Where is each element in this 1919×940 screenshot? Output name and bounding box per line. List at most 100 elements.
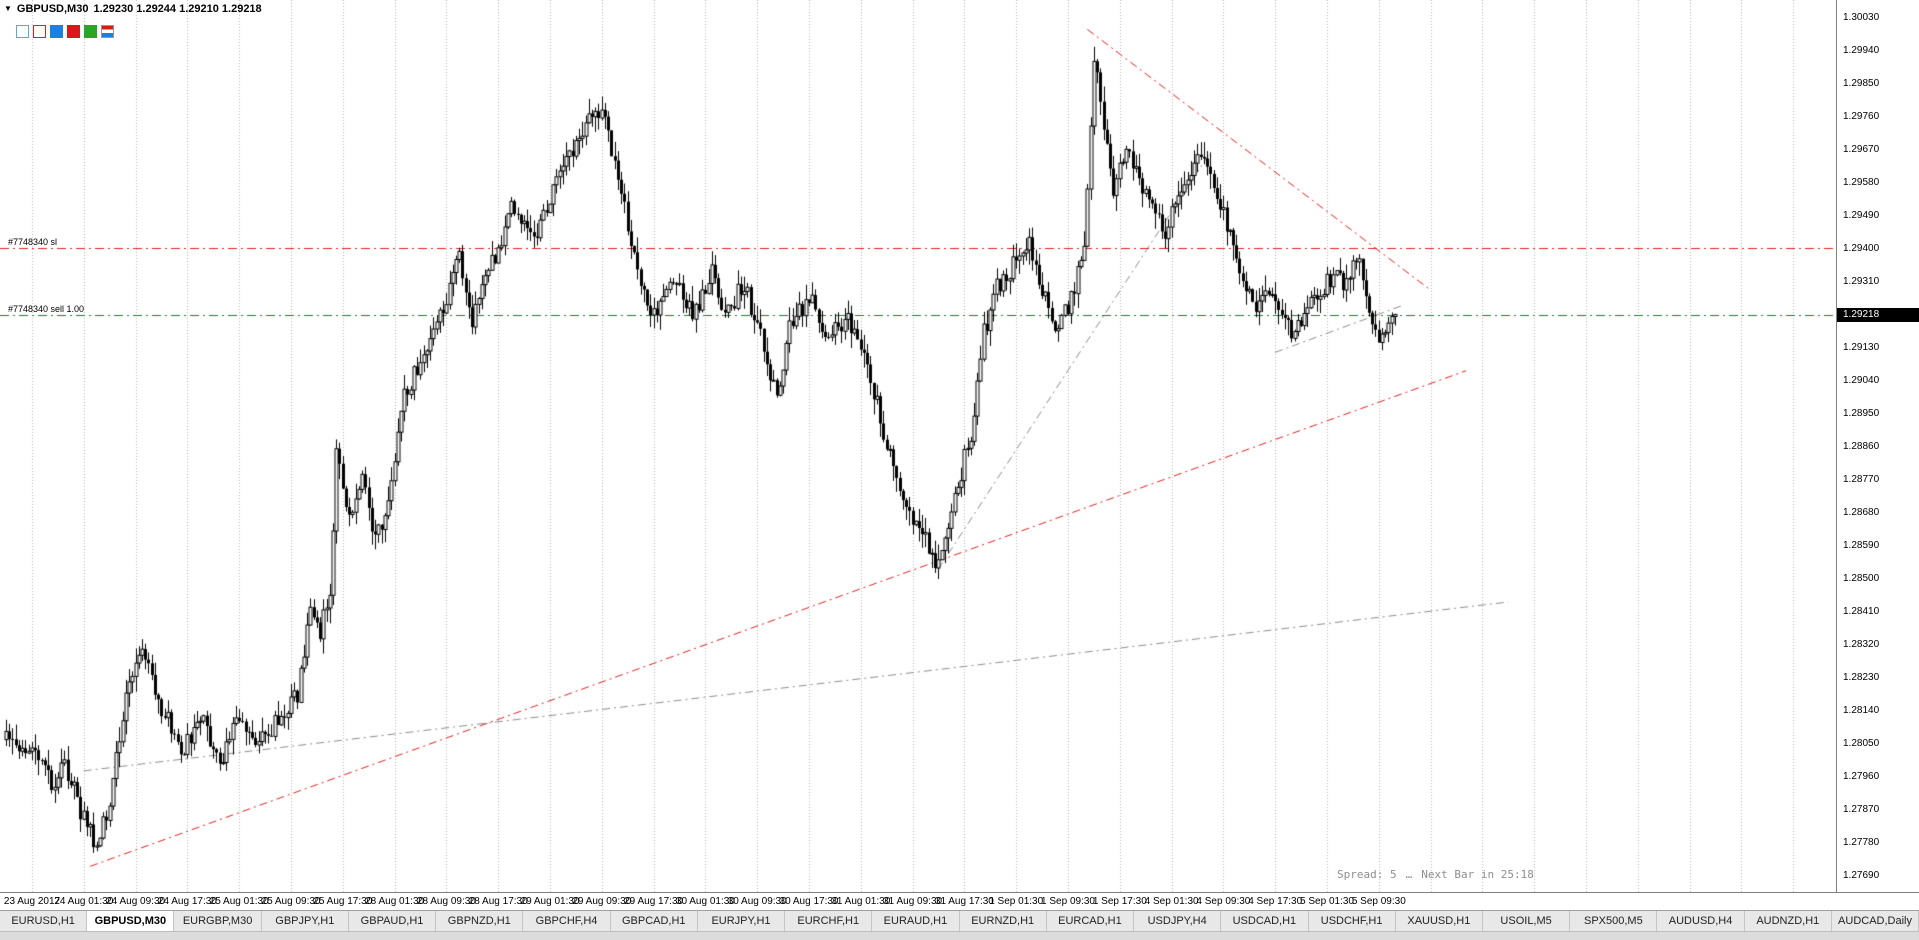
time-axis-label: 28 Aug 01:30 <box>365 896 425 907</box>
price-axis-label: 1.29940 <box>1843 44 1880 56</box>
symbol-tab-usdjpy-h4[interactable]: USDJPY,H4 <box>1134 911 1222 931</box>
price-axis-label: 1.29310 <box>1843 275 1880 287</box>
price-axis-label: 1.29760 <box>1843 110 1880 122</box>
time-axis-label: 25 Aug 17:30 <box>313 896 373 907</box>
order-line-label[interactable]: #7748340 sell 1.00 <box>8 303 85 314</box>
chart-symbol-period: GBPUSD,M30 <box>16 3 89 15</box>
symbol-tab-eurgbp-m30[interactable]: EURGBP,M30 <box>174 911 262 931</box>
time-axis-label: 31 Aug 09:30 <box>883 896 943 907</box>
price-axis-label: 1.29040 <box>1843 374 1880 386</box>
price-axis-label: 1.28770 <box>1843 474 1880 486</box>
time-axis-label: 31 Aug 17:30 <box>934 896 994 907</box>
price-axis-label: 1.27870 <box>1843 804 1880 816</box>
symbol-tab-usdcad-h1[interactable]: USDCAD,H1 <box>1221 911 1309 931</box>
time-axis-label: 5 Sep 09:30 <box>1351 896 1406 907</box>
next-bar-countdown: Next Bar in 25:18 <box>1421 868 1534 881</box>
symbol-tab-gbpjpy-h1[interactable]: GBPJPY,H1 <box>261 911 349 931</box>
time-axis-label: 30 Aug 09:30 <box>727 896 787 907</box>
symbol-tab-audnzd-h1[interactable]: AUDNZD,H1 <box>1744 911 1832 931</box>
symbol-tab-audusd-h4[interactable]: AUDUSD,H4 <box>1657 911 1745 931</box>
price-axis-label: 1.28860 <box>1843 441 1880 452</box>
symbol-tab-gbpnzd-h1[interactable]: GBPNZD,H1 <box>436 911 524 931</box>
time-axis-label: 29 Aug 09:30 <box>572 896 632 907</box>
symbol-tab-xauusd-h1[interactable]: XAUUSD,H1 <box>1395 911 1483 931</box>
time-axis-label: 29 Aug 17:30 <box>624 896 684 907</box>
price-axis-label: 1.28680 <box>1843 507 1880 519</box>
symbol-tab-eurnzd-h1[interactable]: EURNZD,H1 <box>959 911 1047 931</box>
price-axis-label: 1.28230 <box>1843 672 1880 684</box>
price-axis-label: 1.30030 <box>1843 11 1880 23</box>
symbol-tab-audcad-daily[interactable]: AUDCAD,Daily <box>1831 911 1919 931</box>
time-axis-label: 4 Sep 09:30 <box>1196 896 1251 907</box>
time-axis-label: 31 Aug 01:30 <box>831 896 891 907</box>
time-axis[interactable]: 23 Aug 2017 24 Aug 01:30 24 Aug 09:30 24 Au… <box>0 892 1919 910</box>
time-axis-label: 30 Aug 01:30 <box>675 896 735 907</box>
swatch-flag-icon[interactable] <box>101 25 114 38</box>
time-axis-label: 1 Sep 17:30 <box>1092 896 1147 907</box>
price-axis-label: 1.29490 <box>1843 209 1880 221</box>
chart-status-text: Spread: 5 … Next Bar in 25:18 <box>1337 868 1534 881</box>
swatch-outline-red-icon[interactable] <box>33 25 46 38</box>
symbol-dropdown-icon[interactable]: ▼ <box>4 4 12 13</box>
price-axis-label: 1.28590 <box>1843 540 1880 552</box>
time-axis-label: 25 Aug 01:30 <box>209 896 269 907</box>
price-axis-label: 1.28050 <box>1843 738 1880 750</box>
time-axis-label: 25 Aug 09:30 <box>261 896 321 907</box>
time-axis-label: 5 Sep 01:30 <box>1300 896 1354 907</box>
chart-area: ▼ GBPUSD,M30 1.29230 1.29244 1.29210 1.2… <box>0 0 1836 892</box>
symbol-tab-gbpchf-h4[interactable]: GBPCHF,H4 <box>523 911 611 931</box>
swatch-fill-green-icon[interactable] <box>84 25 97 38</box>
symbol-tab-gbpcad-h1[interactable]: GBPCAD,H1 <box>610 911 698 931</box>
swatch-fill-blue-icon[interactable] <box>50 25 63 38</box>
price-axis-label: 1.27780 <box>1843 837 1880 849</box>
current-price-badge: 1.29218 <box>1837 307 1919 322</box>
price-axis-label: 1.27960 <box>1843 771 1880 783</box>
symbol-tab-bar: EURUSD,H1 GBPUSD,M30 EURGBP,M30 GBPJPY,H1 GB… <box>0 910 1919 931</box>
price-axis-label: 1.29400 <box>1843 242 1880 254</box>
chart-title: ▼ GBPUSD,M30 1.29230 1.29244 1.29210 1.2… <box>4 3 262 15</box>
price-axis-label: 1.29580 <box>1843 176 1880 188</box>
symbol-tab-eurusd-h1[interactable]: EURUSD,H1 <box>0 911 88 931</box>
symbol-tab-eurjpy-h1[interactable]: EURJPY,H1 <box>697 911 786 931</box>
symbol-tab-gbpusd-m30[interactable]: GBPUSD,M30 <box>87 911 175 931</box>
time-axis-label: 1 Sep 09:30 <box>1041 896 1095 907</box>
price-axis-label: 1.29850 <box>1843 77 1880 89</box>
status-separator: … <box>1405 868 1413 881</box>
time-axis-label: 28 Aug 17:30 <box>468 896 528 907</box>
time-axis-label: 30 Aug 17:30 <box>779 896 839 907</box>
time-axis-label: 4 Sep 17:30 <box>1248 896 1303 907</box>
swatch-fill-red-icon[interactable] <box>67 25 80 38</box>
symbol-tab-usoil-m5[interactable]: USOIL,M5 <box>1482 911 1571 931</box>
order-line-label[interactable]: #7748340 sl <box>8 236 58 247</box>
symbol-tab-euraud-h1[interactable]: EURAUD,H1 <box>872 911 960 931</box>
price-axis-label: 1.28950 <box>1843 407 1880 419</box>
price-axis-label: 1.28140 <box>1843 705 1880 717</box>
chart-ohlc-values: 1.29230 1.29244 1.29210 1.29218 <box>93 3 262 15</box>
price-axis-label: 1.29130 <box>1843 341 1880 353</box>
swatch-row <box>16 25 114 38</box>
symbol-tab-spx500-m5[interactable]: SPX500,M5 <box>1570 911 1658 931</box>
symbol-tab-usdchf-h1[interactable]: USDCHF,H1 <box>1308 911 1396 931</box>
spread-label: Spread: 5 <box>1337 868 1397 881</box>
symbol-tab-gbpaud-h1[interactable]: GBPAUD,H1 <box>348 911 437 931</box>
symbol-tab-eurchf-h1[interactable]: EURCHF,H1 <box>785 911 873 931</box>
price-axis-label: 1.29670 <box>1843 143 1880 155</box>
price-axis-label: 1.27690 <box>1843 870 1880 882</box>
time-axis-label: 1 Sep 01:30 <box>989 896 1044 907</box>
price-axis-label: 1.28500 <box>1843 573 1880 585</box>
time-axis-label: 28 Aug 09:30 <box>416 896 476 907</box>
time-axis-label: 23 Aug 2017 <box>3 896 61 907</box>
swatch-outline-blue-icon[interactable] <box>16 25 29 38</box>
price-axis-label: 1.28320 <box>1843 639 1880 651</box>
price-chart-canvas[interactable] <box>0 0 1836 892</box>
window-bottom-strip <box>0 931 1919 940</box>
time-axis-label: 24 Aug 17:30 <box>157 896 217 907</box>
symbol-tab-eurcad-h1[interactable]: EURCAD,H1 <box>1046 911 1135 931</box>
price-axis-label: 1.28410 <box>1843 606 1880 618</box>
time-axis-label: 29 Aug 01:30 <box>520 896 580 907</box>
time-axis-label: 24 Aug 01:30 <box>54 896 114 907</box>
time-axis-label: 4 Sep 01:30 <box>1144 896 1199 907</box>
time-axis-label: 24 Aug 09:30 <box>106 896 166 907</box>
price-axis[interactable]: 1.29218 1.30030 1.29940 1.29850 1.29760 1.29… <box>1836 0 1919 892</box>
